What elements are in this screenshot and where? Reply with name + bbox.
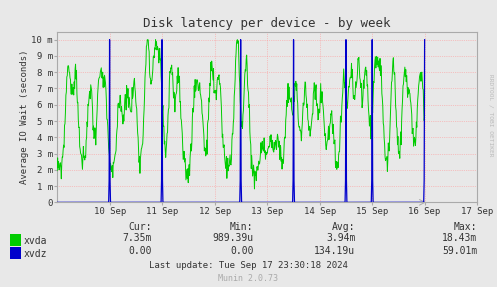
Text: 0.00: 0.00	[128, 246, 152, 256]
Title: Disk latency per device - by week: Disk latency per device - by week	[144, 18, 391, 30]
Text: xvdz: xvdz	[24, 249, 47, 259]
Text: 59.01m: 59.01m	[442, 246, 477, 256]
Y-axis label: Average IO Wait (seconds): Average IO Wait (seconds)	[20, 50, 29, 184]
Text: 7.35m: 7.35m	[122, 233, 152, 243]
Text: Max:: Max:	[454, 222, 477, 232]
Text: Avg:: Avg:	[332, 222, 355, 232]
Text: 134.19u: 134.19u	[314, 246, 355, 256]
Text: 18.43m: 18.43m	[442, 233, 477, 243]
Text: 3.94m: 3.94m	[326, 233, 355, 243]
Text: Munin 2.0.73: Munin 2.0.73	[219, 274, 278, 283]
Text: Cur:: Cur:	[128, 222, 152, 232]
Text: Min:: Min:	[230, 222, 253, 232]
Text: 989.39u: 989.39u	[212, 233, 253, 243]
Text: xvda: xvda	[24, 236, 47, 246]
Text: RRDTOOL / TOBI OETIKER: RRDTOOL / TOBI OETIKER	[489, 73, 494, 156]
Text: Last update: Tue Sep 17 23:30:18 2024: Last update: Tue Sep 17 23:30:18 2024	[149, 261, 348, 270]
Text: 0.00: 0.00	[230, 246, 253, 256]
